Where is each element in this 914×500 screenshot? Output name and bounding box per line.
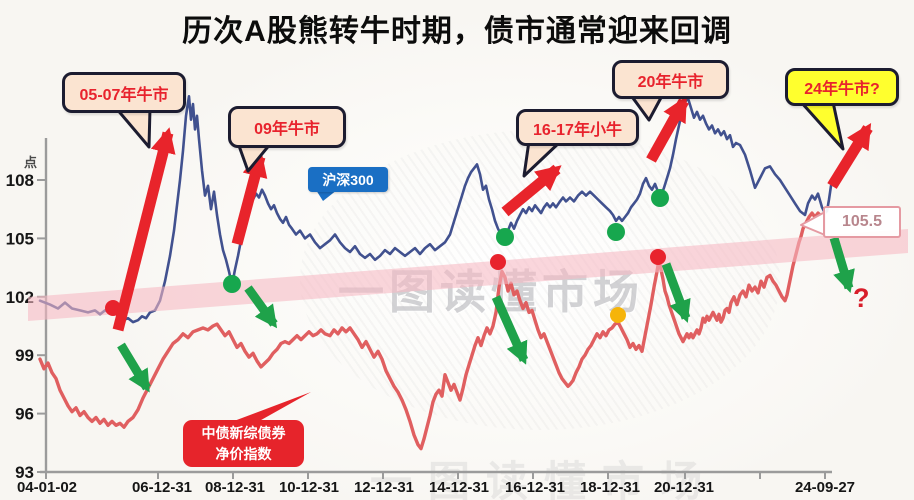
x-tick-label: 18-12-31 xyxy=(580,479,640,496)
y-tick-label: 105 xyxy=(6,229,34,248)
x-tick-label: 14-12-31 xyxy=(429,479,489,496)
series-line-hs300 xyxy=(38,95,833,324)
trend-band-layer xyxy=(28,229,908,321)
bull-up-arrow xyxy=(646,95,689,163)
bull-up-arrow xyxy=(501,164,562,217)
y-tick-label: 99 xyxy=(15,346,34,365)
bull-up-arrow xyxy=(827,122,873,189)
green-dot xyxy=(607,223,625,241)
x-tick-label: 04-01-02 xyxy=(17,479,77,496)
bubble-16-17: 16-17年小牛 xyxy=(516,109,639,146)
series-line-bond xyxy=(38,211,822,451)
x-tick-label: 10-12-31 xyxy=(279,479,339,496)
label-bond-tail xyxy=(226,392,311,424)
bond-down-arrow xyxy=(117,342,151,393)
green-dot xyxy=(496,228,514,246)
bubble-24: 24年牛市? xyxy=(785,68,899,106)
arrows-layer xyxy=(112,95,873,393)
x-tick-label: 16-12-31 xyxy=(505,479,565,496)
bond-down-arrow xyxy=(829,236,855,294)
label-hs300: 沪深300 xyxy=(308,167,388,192)
bubble-20: 20年牛市 xyxy=(612,60,729,99)
bull-up-arrow xyxy=(112,127,176,332)
y-axis-unit-label: 点 xyxy=(24,155,38,170)
y-tick-label: 93 xyxy=(15,463,34,482)
green-dot xyxy=(651,189,669,207)
label-bond: 中债新综债券 净价指数 xyxy=(183,420,304,467)
bond-down-arrow xyxy=(491,295,529,365)
x-tick-label: 12-12-31 xyxy=(354,479,414,496)
x-tick-label: 06-12-31 xyxy=(132,479,192,496)
callout-105-5: 105.5 xyxy=(823,206,901,238)
bubble-09: 09年牛市 xyxy=(228,106,346,148)
red-dot xyxy=(490,254,506,270)
series-layer xyxy=(38,95,833,451)
bubble-24-tail xyxy=(799,100,845,151)
bubble-05-07: 05-07年牛市 xyxy=(62,72,186,113)
bond-down-arrow xyxy=(661,262,691,323)
label-hs300-tail xyxy=(316,190,337,201)
y-tick-label: 96 xyxy=(15,405,34,424)
x-tick-label: 08-12-31 xyxy=(205,479,265,496)
bull-up-arrow xyxy=(231,151,268,246)
label-bond-line2: 净价指数 xyxy=(215,445,272,462)
green-dot xyxy=(223,275,241,293)
label-bond-line1: 中债新综债券 xyxy=(201,425,286,442)
page-title: 历次A股熊转牛时期，债市通常迎来回调 xyxy=(182,15,732,48)
y-tick-label: 108 xyxy=(6,171,34,190)
marker-dots-layer xyxy=(105,189,669,323)
trend-band xyxy=(28,229,908,321)
bond-down-arrow xyxy=(244,285,278,329)
x-tick-label: 20-12-31 xyxy=(654,479,714,496)
red-dot xyxy=(650,249,666,265)
x-tick-label: 24-09-27 xyxy=(795,479,855,496)
question-mark: ? xyxy=(853,283,870,313)
bubble-05-07-tail xyxy=(114,106,152,149)
y-tick-label: 102 xyxy=(6,288,34,307)
yellow-dot xyxy=(610,307,626,323)
callout-tails-layer xyxy=(114,92,845,424)
